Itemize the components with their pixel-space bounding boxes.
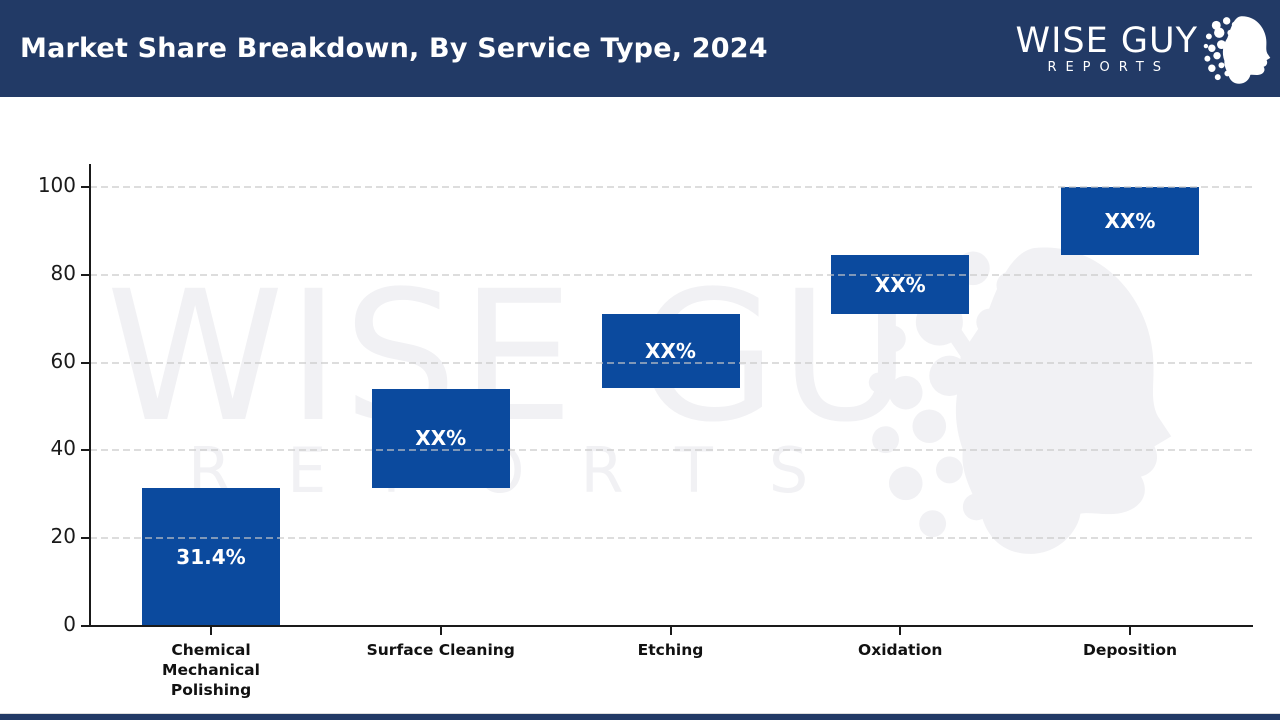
y-axis-tick [81, 537, 89, 540]
footer-divider [0, 713, 1280, 714]
category-label: Chemical Mechanical Polishing [162, 641, 260, 699]
logo-wordmark: WISE GUY [1015, 20, 1198, 61]
wiseguy-head-icon [1203, 16, 1271, 84]
y-tick-label: 60 [50, 348, 76, 373]
bar-deposition [1061, 187, 1199, 256]
x-axis-spine [88, 625, 1253, 627]
bar-value-label: XX% [415, 426, 467, 451]
x-axis-tick [439, 627, 442, 635]
bar-oxidation [831, 255, 970, 315]
bar-chemical-mechanical-polishing [142, 488, 280, 626]
gridline-20 [90, 537, 1253, 540]
x-axis-tick [210, 627, 212, 635]
bar-value-label: XX% [645, 339, 696, 364]
category-label: Deposition [1082, 641, 1178, 659]
bar-value-label: XX% [1104, 209, 1156, 234]
y-axis-spine [89, 164, 91, 627]
y-axis-tick [81, 361, 89, 364]
y-tick-label: 0 [63, 612, 76, 636]
gridline-80 [90, 273, 1253, 276]
y-axis-tick [81, 186, 89, 188]
category-label: Oxidation [858, 641, 943, 659]
logo-subtitle: REPORTS [1047, 60, 1171, 76]
y-tick-label: 40 [50, 436, 76, 461]
y-axis-tick [81, 449, 89, 452]
footer-strip [0, 714, 1280, 720]
gridline-60 [90, 361, 1253, 364]
category-label: Surface Cleaning [366, 641, 515, 659]
y-tick-label: 20 [50, 524, 76, 549]
y-axis-tick [81, 625, 89, 627]
gridline-40 [90, 449, 1253, 452]
bar-value-label: 31.4% [176, 545, 246, 570]
gridline-100 [90, 186, 1253, 188]
y-axis-tick [81, 273, 89, 276]
header-bar: Market Share Breakdown, By Service Type,… [0, 0, 1280, 97]
bar-surface-cleaning [371, 388, 510, 489]
page-title: Market Share Breakdown, By Service Type,… [20, 33, 768, 64]
category-label: Etching [637, 641, 704, 659]
y-tick-label: 80 [50, 260, 76, 285]
x-axis-tick [1129, 627, 1131, 635]
wiseguy-logo: WISE GUY REPORTS [1015, 6, 1274, 92]
bar-value-label: XX% [874, 272, 926, 297]
bar-etching [601, 314, 740, 389]
y-tick-label: 100 [37, 173, 76, 197]
x-axis-tick [669, 627, 672, 635]
x-axis-tick [899, 627, 902, 635]
wiseguy-logo-text: WISE GUY REPORTS [1015, 20, 1198, 76]
